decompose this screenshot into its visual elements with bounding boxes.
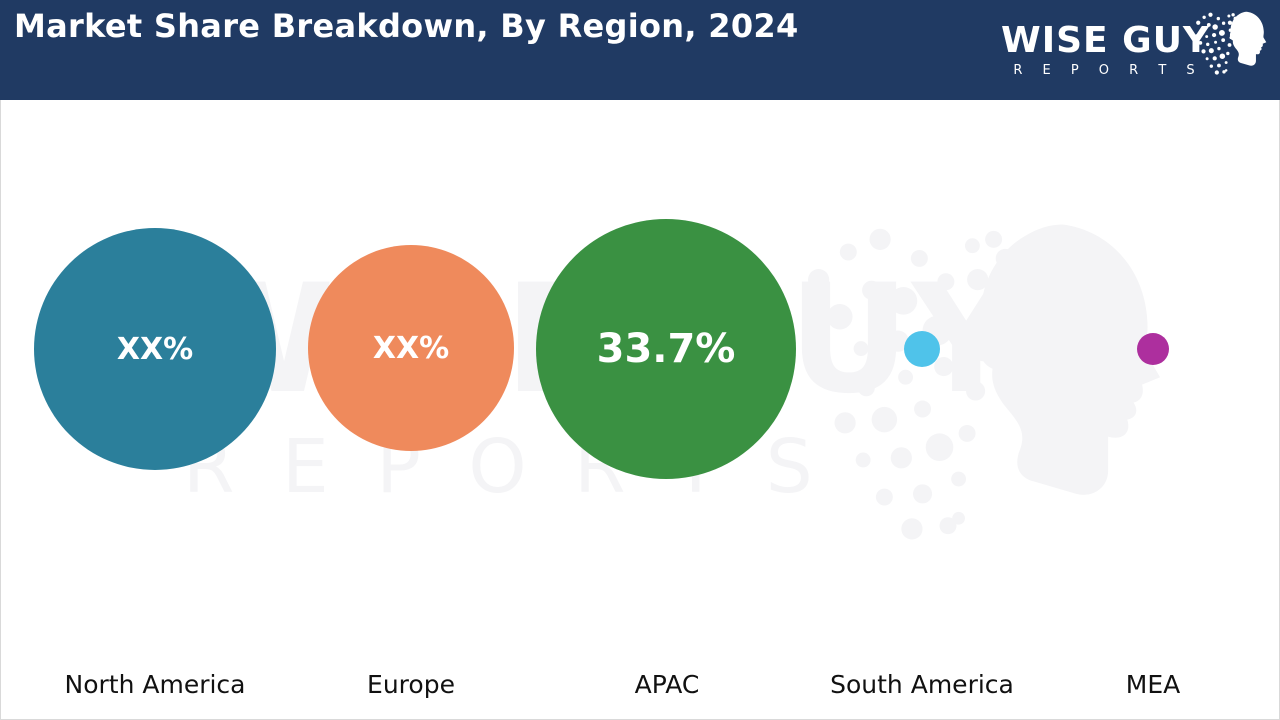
bubble-mea: [1137, 333, 1169, 365]
bubble-value-apac: 33.7%: [596, 326, 736, 372]
watermark-head-icon: [797, 216, 1169, 566]
wiseguy-head-icon: [1194, 10, 1268, 80]
brand-tagline: R E P O R T S: [1013, 62, 1203, 78]
bubble-chart: WISE GUY R E P O R T S XX% XX% 33.7% Nor…: [0, 100, 1280, 720]
bubble-europe: XX%: [308, 245, 514, 451]
category-label-europe: Europe: [367, 670, 455, 699]
category-label-south-america: South America: [830, 670, 1014, 699]
page-title: Market Share Breakdown, By Region, 2024: [14, 7, 799, 45]
category-label-apac: APAC: [634, 670, 700, 699]
brand-name: WISE GUY: [1000, 20, 1210, 61]
bubble-value-europe: XX%: [372, 330, 450, 366]
bubble-value-north-america: XX%: [116, 331, 194, 367]
brand-logo-text: WISE GUY R E P O R T S: [1001, 10, 1210, 78]
category-label-mea: MEA: [1125, 670, 1181, 699]
bubble-apac: 33.7%: [536, 219, 796, 479]
bubble-north-america: XX%: [34, 228, 276, 470]
header-bar: Market Share Breakdown, By Region, 2024 …: [0, 0, 1280, 100]
brand-logo: WISE GUY R E P O R T S: [1001, 10, 1268, 80]
bubble-south-america: [904, 331, 940, 367]
category-label-north-america: North America: [64, 670, 246, 699]
